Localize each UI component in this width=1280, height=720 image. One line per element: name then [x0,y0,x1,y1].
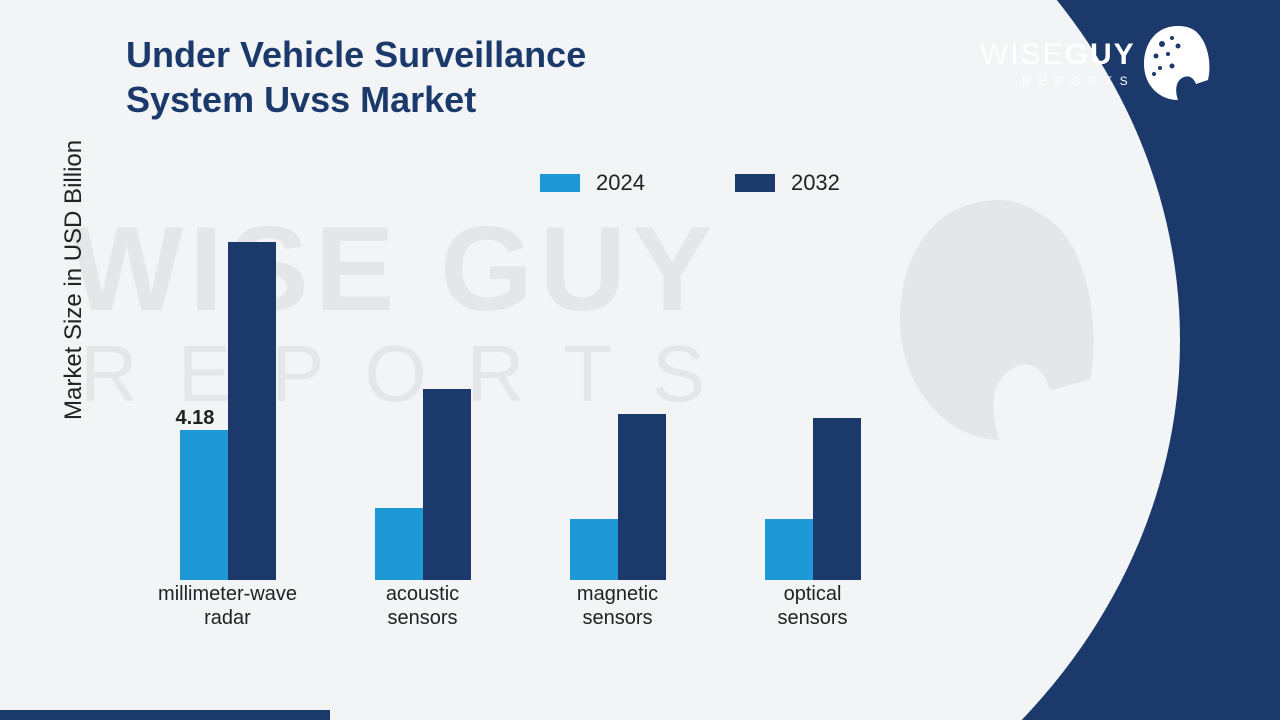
x-axis-label: acousticsensors [348,582,498,630]
y-axis-label: Market Size in USD Billion [60,140,88,420]
legend-label-2024: 2024 [596,170,645,196]
bar-2032 [813,418,861,580]
bar-group [348,389,498,580]
bar-2032 [228,242,276,580]
chart-canvas: WISE GUY REPORTS Under Vehicle Surveilla… [0,0,1280,720]
brand-head-icon [1142,24,1214,102]
bar-value-label: 4.18 [176,407,215,430]
brand-logo-text: WISEGUY REPORTS [980,38,1136,88]
brand-sub: REPORTS [980,75,1136,88]
brand-logo: WISEGUY REPORTS [980,24,1260,102]
legend-item-2024: 2024 [540,170,645,196]
legend-swatch-2032 [735,174,775,192]
x-axis-label: millimeter-waveradar [153,582,303,630]
chart-area: 4.18 millimeter-waveradaracousticsensors… [130,220,910,620]
bar-2032 [423,389,471,580]
bar-2024 [765,519,813,580]
bar-2024 [375,508,423,580]
bar-2024 [570,519,618,580]
brand-bold: GUY [1065,38,1136,71]
page-title: Under Vehicle Surveillance System Uvss M… [126,32,686,122]
bar-groups: 4.18 [130,220,910,580]
brand-top: WISE [980,38,1065,71]
legend-label-2032: 2032 [791,170,840,196]
x-axis-labels: millimeter-waveradar acousticsensors magne… [130,582,910,630]
bar-group: 4.18 [153,242,303,580]
legend-swatch-2024 [540,174,580,192]
legend-item-2032: 2032 [735,170,840,196]
bar-2024: 4.18 [180,430,228,580]
bar-2032 [618,414,666,580]
x-axis-label: opticalsensors [738,582,888,630]
x-axis-label: magneticsensors [543,582,693,630]
legend: 2024 2032 [540,170,840,196]
bar-group [543,414,693,580]
bar-group [738,418,888,580]
bottom-accent-bar [0,710,330,720]
